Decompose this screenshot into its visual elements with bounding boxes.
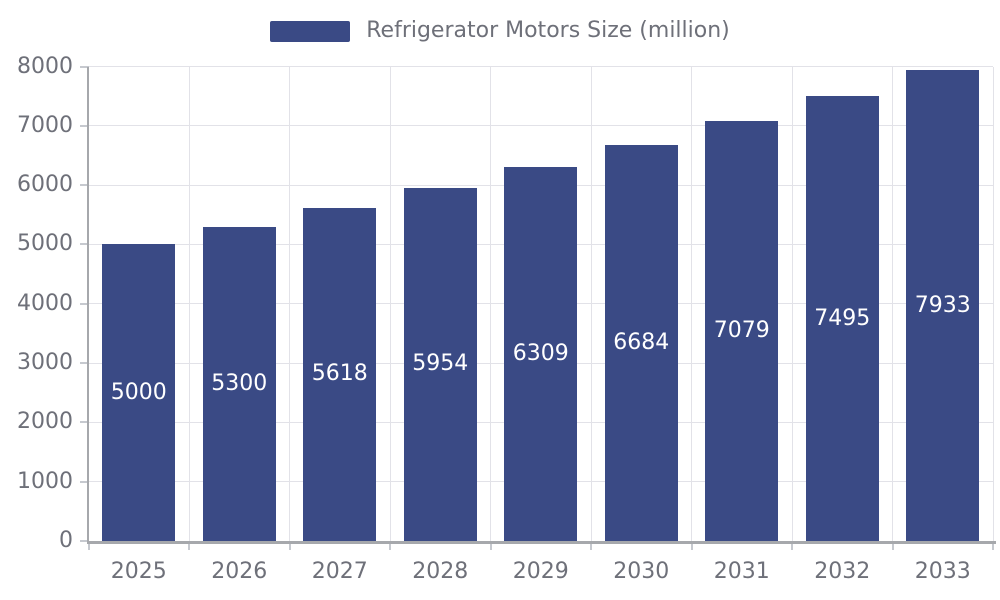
x-axis-label: 2032 (814, 559, 871, 584)
x-axis-tick (992, 541, 994, 550)
bar-value-label: 5954 (412, 351, 469, 377)
y-axis-line (86, 66, 89, 543)
y-axis-tick (79, 302, 89, 305)
bar-2033[interactable]: 7933 (906, 70, 980, 541)
x-axis-label: 2026 (211, 559, 268, 584)
h-gridline (88, 125, 993, 127)
bar-2028[interactable]: 5954 (403, 187, 477, 541)
h-gridline (88, 66, 993, 67)
bar-2026[interactable]: 5300 (202, 226, 276, 541)
bar-2025[interactable]: 5000 (102, 244, 176, 541)
x-axis-tick (87, 541, 90, 550)
x-axis-label: 2031 (713, 559, 770, 584)
bar-value-label: 7933 (914, 292, 971, 318)
bar-2030[interactable]: 6684 (604, 144, 678, 541)
x-axis-tick (288, 541, 291, 550)
bar-2029[interactable]: 6309 (504, 166, 578, 541)
y-axis-label: 8000 (17, 53, 73, 79)
y-axis-tick (79, 65, 89, 68)
v-gridline (188, 66, 190, 541)
x-axis-tick (188, 541, 190, 550)
bar-2032[interactable]: 7495 (805, 96, 879, 541)
y-axis-label: 6000 (17, 172, 73, 198)
x-axis-label: 2030 (613, 559, 670, 584)
v-gridline (992, 66, 994, 541)
v-gridline (490, 66, 491, 541)
x-axis-tick (489, 541, 492, 550)
x-axis-label: 2028 (412, 559, 469, 584)
bar-value-label: 5000 (110, 379, 167, 405)
y-axis-tick (79, 243, 89, 246)
y-axis-tick (79, 540, 89, 542)
y-axis-label: 7000 (17, 112, 73, 138)
x-axis-tick (791, 541, 793, 550)
v-gridline (289, 66, 290, 541)
v-gridline (590, 66, 592, 541)
x-axis-tick (891, 541, 894, 550)
v-gridline (791, 66, 793, 541)
bar-value-label: 7079 (713, 318, 770, 344)
y-axis-label: 4000 (17, 290, 73, 316)
y-axis-tick (79, 480, 89, 483)
legend-swatch (270, 20, 351, 42)
x-axis-tick (690, 541, 693, 550)
y-axis-label: 1000 (17, 468, 73, 494)
bar-value-label: 6309 (512, 340, 569, 366)
x-axis-label: 2033 (914, 559, 971, 584)
bar-2031[interactable]: 7079 (705, 121, 779, 541)
bar-value-label: 5618 (311, 361, 368, 387)
x-axis-label: 2029 (512, 559, 569, 584)
v-gridline (892, 66, 893, 541)
y-axis-label: 2000 (17, 409, 73, 435)
y-axis-tick (79, 362, 89, 365)
v-gridline (389, 66, 391, 541)
v-gridline (691, 66, 692, 541)
y-axis-label: 0 (59, 528, 73, 553)
bar-value-label: 6684 (613, 329, 670, 355)
y-axis-label: 5000 (17, 231, 73, 257)
x-axis-label: 2025 (110, 559, 167, 584)
legend[interactable]: Refrigerator Motors Size (million) (0, 18, 1000, 44)
x-axis-label: 2027 (311, 559, 368, 584)
legend-label: Refrigerator Motors Size (million) (366, 18, 730, 43)
bar-2027[interactable]: 5618 (303, 207, 377, 541)
x-axis-line (86, 540, 996, 544)
y-axis-tick (79, 421, 89, 424)
y-axis-tick (79, 184, 89, 187)
y-axis-tick (79, 124, 89, 127)
bar-value-label: 7495 (814, 305, 871, 331)
x-axis-tick (590, 541, 592, 550)
y-axis-label: 3000 (17, 350, 73, 376)
x-axis-tick (389, 541, 391, 550)
bar-value-label: 5300 (211, 370, 268, 396)
